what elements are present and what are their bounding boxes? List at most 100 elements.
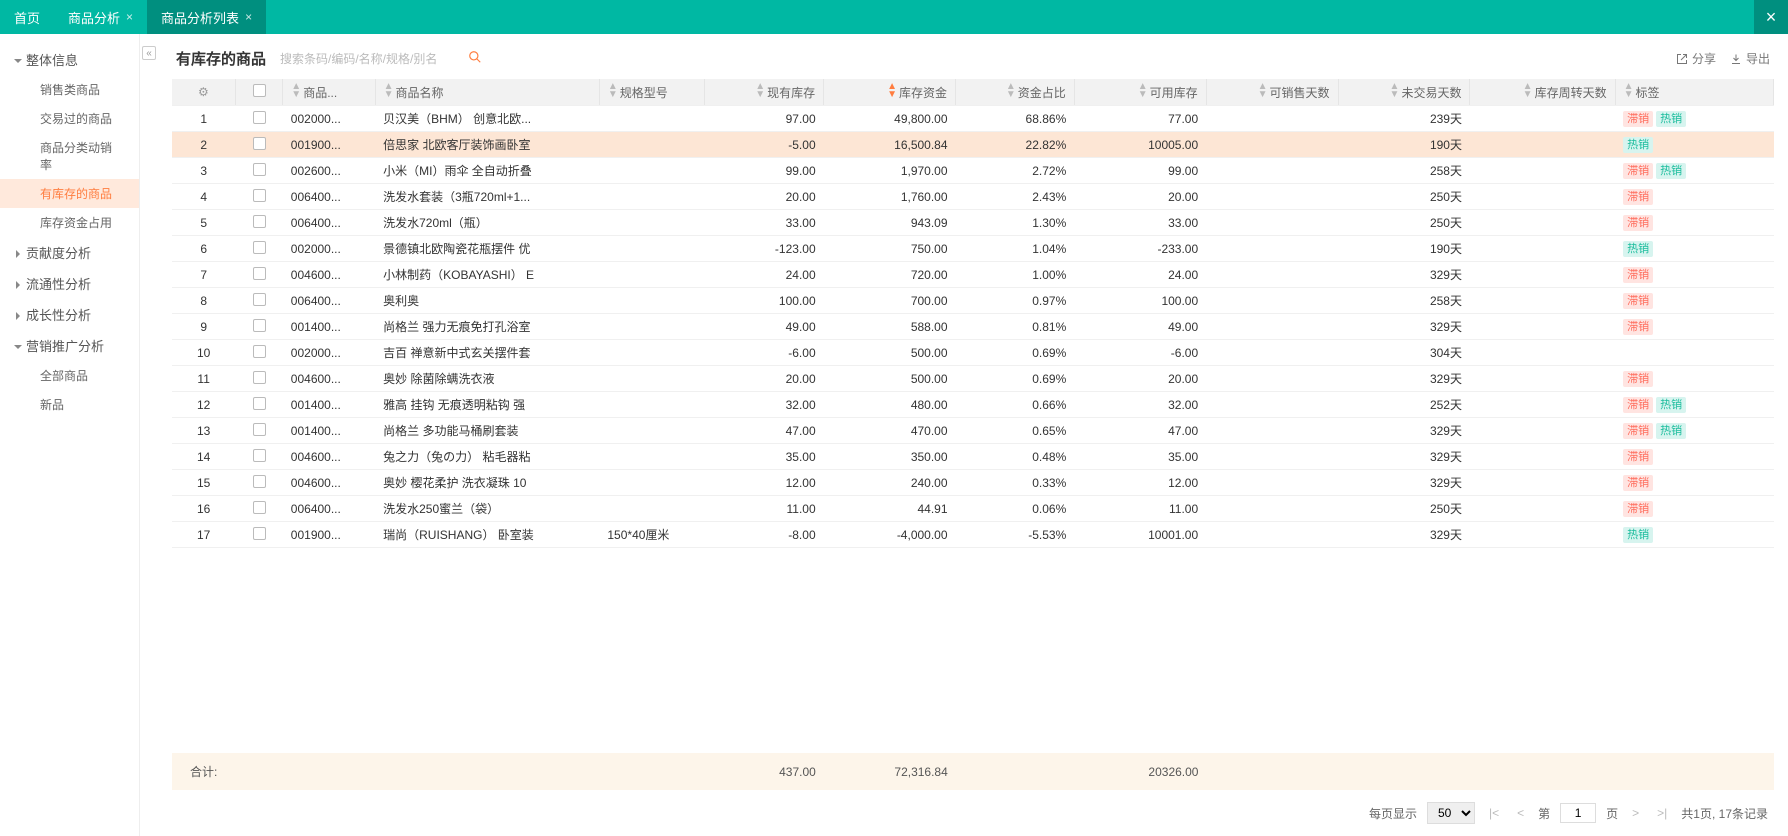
row-checkbox[interactable] — [253, 475, 266, 488]
tab[interactable]: 首页 — [0, 0, 54, 34]
row-checkbox[interactable] — [253, 163, 266, 176]
table-row[interactable]: 13001400...尚格兰 多功能马桶刷套装 47.00470.000.65%… — [172, 418, 1774, 444]
col-turn_d[interactable]: ▲▼库存周转天数 — [1470, 79, 1615, 106]
sidebar-item[interactable]: 商品分类动销率 — [0, 133, 139, 179]
sidebar-item[interactable]: 新品 — [0, 390, 139, 419]
sidebar-item[interactable]: 有库存的商品 — [0, 179, 139, 208]
table-row[interactable]: 10002000...吉百 禅意新中式玄关摆件套-6.00500.000.69%… — [172, 340, 1774, 366]
sidebar-group[interactable]: 流通性分析 — [0, 268, 139, 299]
pager-first-button[interactable]: |< — [1485, 806, 1503, 820]
col-code[interactable]: ▲▼商品... — [283, 79, 375, 106]
row-checkbox[interactable] — [253, 111, 266, 124]
pager-total-text: 共1页, 17条记录 — [1681, 805, 1768, 822]
row-checkbox[interactable] — [253, 215, 266, 228]
row-checkbox[interactable] — [253, 345, 266, 358]
export-button[interactable]: 导出 — [1730, 50, 1770, 67]
row-checkbox[interactable] — [253, 449, 266, 462]
sidebar-group[interactable]: 贡献度分析 — [0, 237, 139, 268]
tab[interactable]: 商品分析列表× — [147, 0, 266, 34]
summary-row: 合计:437.0072,316.8420326.00 — [172, 753, 1774, 790]
pager-last-button[interactable]: >| — [1653, 806, 1671, 820]
table-row[interactable]: 5006400...洗发水720ml（瓶）33.00943.091.30%33.… — [172, 210, 1774, 236]
table-row[interactable]: 6002000...景德镇北欧陶瓷花瓶摆件 优-123.00750.001.04… — [172, 236, 1774, 262]
table-row[interactable]: 15004600...奥妙 樱花柔护 洗衣凝珠 1012.00240.000.3… — [172, 470, 1774, 496]
close-icon[interactable]: × — [126, 10, 133, 24]
sidebar-item[interactable]: 销售类商品 — [0, 75, 139, 104]
per-page-label: 每页显示 — [1369, 805, 1417, 822]
tag-stale: 滞销 — [1623, 189, 1653, 205]
col-tags[interactable]: ▲▼标签 — [1615, 79, 1773, 106]
col-fund[interactable]: ▲▼库存资金 — [824, 79, 956, 106]
row-checkbox[interactable] — [253, 371, 266, 384]
col-sale_d[interactable]: ▲▼可销售天数 — [1206, 79, 1338, 106]
table-row[interactable]: 7004600...小林制药（KOBAYASHI） E24.00720.001.… — [172, 262, 1774, 288]
table-row[interactable]: 11004600...奥妙 除菌除螨洗衣液20.00500.000.69%20.… — [172, 366, 1774, 392]
sidebar-group[interactable]: 整体信息 — [0, 44, 139, 75]
table-row[interactable]: 16006400...洗发水250蜜兰（袋）11.0044.910.06%11.… — [172, 496, 1774, 522]
gear-icon[interactable]: ⚙ — [198, 85, 209, 99]
table-row[interactable]: 17001900...瑞尚（RUISHANG） 卧室装150*40厘米-8.00… — [172, 522, 1774, 548]
toolbar: 有库存的商品 分享 导出 — [158, 34, 1788, 79]
tag-stale: 滞销 — [1623, 215, 1653, 231]
page-title: 有库存的商品 — [176, 48, 266, 69]
sidebar-item[interactable]: 库存资金占用 — [0, 208, 139, 237]
tab-bar: 首页商品分析×商品分析列表×× — [0, 0, 1788, 34]
row-checkbox[interactable] — [253, 527, 266, 540]
sort-icon: ▲▼ — [1006, 83, 1016, 99]
table-row[interactable]: 3002600...小米（MI）雨伞 全自动折叠99.001,970.002.7… — [172, 158, 1774, 184]
table-row[interactable]: 2001900...倍思家 北欧客厅装饰画卧室-5.0016,500.8422.… — [172, 132, 1774, 158]
tag-hot: 热销 — [1656, 163, 1686, 179]
row-checkbox[interactable] — [253, 319, 266, 332]
table-row[interactable]: 4006400...洗发水套装（3瓶720ml+1...20.001,760.0… — [172, 184, 1774, 210]
sidebar-item[interactable]: 交易过的商品 — [0, 104, 139, 133]
table-row[interactable]: 9001400...尚格兰 强力无痕免打孔浴室49.00588.000.81%4… — [172, 314, 1774, 340]
col-name[interactable]: ▲▼商品名称 — [375, 79, 599, 106]
row-checkbox[interactable] — [253, 189, 266, 202]
pager-prev-button[interactable]: < — [1513, 806, 1528, 820]
sidebar: 整体信息销售类商品交易过的商品商品分类动销率有库存的商品库存资金占用贡献度分析流… — [0, 34, 140, 836]
table-row[interactable]: 1002000...贝汉美（BHM） 创意北欧...97.0049,800.00… — [172, 106, 1774, 132]
col-pct[interactable]: ▲▼资金占比 — [956, 79, 1075, 106]
row-checkbox[interactable] — [253, 501, 266, 514]
table-row[interactable]: 12001400...雅高 挂钩 无痕透明粘钩 强32.00480.000.66… — [172, 392, 1774, 418]
col-idle_d[interactable]: ▲▼未交易天数 — [1338, 79, 1470, 106]
col-stock[interactable]: ▲▼现有库存 — [705, 79, 824, 106]
select-all-checkbox[interactable] — [253, 84, 266, 97]
sort-icon: ▲▼ — [384, 83, 394, 99]
tag-stale: 滞销 — [1623, 371, 1653, 387]
tag-stale: 滞销 — [1623, 293, 1653, 309]
table-row[interactable]: 8006400...奥利奥100.00700.000.97%100.00258天… — [172, 288, 1774, 314]
sidebar-group[interactable]: 营销推广分析 — [0, 330, 139, 361]
pager-next-button[interactable]: > — [1628, 806, 1643, 820]
table-row[interactable]: 14004600...兔之力（兔の力） 粘毛器粘35.00350.000.48%… — [172, 444, 1774, 470]
sidebar-group[interactable]: 成长性分析 — [0, 299, 139, 330]
tag-stale: 滞销 — [1623, 267, 1653, 283]
tab[interactable]: 商品分析× — [54, 0, 147, 34]
sort-icon: ▲▼ — [1258, 83, 1268, 99]
tag-hot: 热销 — [1623, 137, 1653, 153]
tag-hot: 热销 — [1623, 527, 1653, 543]
tag-stale: 滞销 — [1623, 397, 1653, 413]
share-button[interactable]: 分享 — [1676, 50, 1716, 67]
col-spec[interactable]: ▲▼规格型号 — [599, 79, 705, 106]
pager-page-input[interactable] — [1560, 803, 1596, 823]
row-checkbox[interactable] — [253, 293, 266, 306]
close-all-tabs-button[interactable]: × — [1754, 0, 1788, 34]
row-checkbox[interactable] — [253, 397, 266, 410]
row-checkbox[interactable] — [253, 267, 266, 280]
close-icon[interactable]: × — [245, 10, 252, 24]
row-checkbox[interactable] — [253, 423, 266, 436]
sort-icon: ▲▼ — [887, 83, 897, 99]
per-page-select[interactable]: 50 — [1427, 802, 1475, 824]
col-avail[interactable]: ▲▼可用库存 — [1074, 79, 1206, 106]
stock-table: ⚙▲▼商品...▲▼商品名称▲▼规格型号▲▼现有库存▲▼库存资金▲▼资金占比▲▼… — [172, 79, 1774, 548]
row-checkbox[interactable] — [253, 241, 266, 254]
search-icon[interactable] — [468, 50, 482, 67]
tag-stale: 滞销 — [1623, 111, 1653, 127]
row-checkbox[interactable] — [253, 137, 266, 150]
sidebar-collapse-button[interactable]: « — [140, 34, 158, 836]
col-chk — [235, 79, 282, 106]
sidebar-item[interactable]: 全部商品 — [0, 361, 139, 390]
search-input[interactable] — [280, 52, 460, 66]
tag-hot: 热销 — [1656, 423, 1686, 439]
